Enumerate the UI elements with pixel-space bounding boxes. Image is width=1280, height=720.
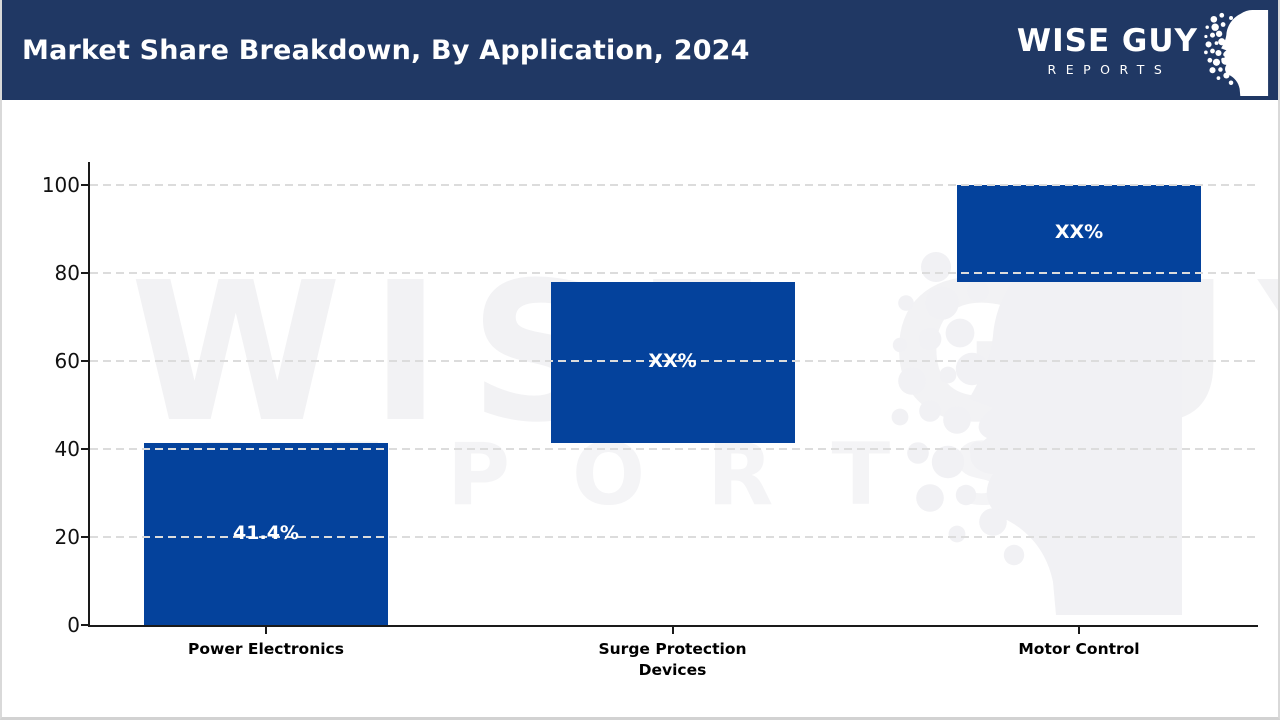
y-tick-label: 60	[54, 349, 80, 373]
bar-segment	[144, 442, 388, 625]
y-axis-tick	[81, 360, 88, 362]
brand-logo-text: WISE GUY REPORTS	[1016, 23, 1198, 78]
x-category-label: Motor Control	[1018, 640, 1140, 658]
gridline	[90, 272, 1258, 274]
bar-value-label: 41.4%	[233, 521, 299, 544]
x-axis-tick	[265, 627, 267, 634]
gridline	[90, 360, 1258, 362]
app-header: Market Share Breakdown, By Application, …	[2, 0, 1278, 100]
bar-segment	[957, 185, 1201, 282]
page-title: Market Share Breakdown, By Application, …	[22, 34, 750, 66]
wiseguy-face-icon	[1204, 10, 1269, 96]
gridline	[90, 184, 1258, 186]
y-axis-tick	[81, 272, 88, 274]
y-axis-line	[88, 162, 90, 627]
y-tick-label: 100	[41, 173, 80, 197]
y-tick-label: 80	[54, 261, 80, 285]
bar-value-label: XX%	[1054, 221, 1104, 244]
bar-segment	[550, 281, 795, 443]
x-axis-tick	[671, 627, 674, 634]
brand-name: WISE GUY	[1016, 23, 1198, 59]
gridline	[90, 448, 1258, 450]
y-axis-tick	[81, 184, 88, 186]
y-axis-tick	[81, 448, 88, 450]
bar-value-label: XX%	[648, 350, 697, 373]
x-category-label: Surge Protection Devices	[598, 640, 747, 679]
x-category-label: Power Electronics	[188, 640, 344, 658]
y-tick-label: 40	[54, 437, 80, 461]
x-axis-line	[88, 625, 1258, 627]
y-axis-tick	[81, 536, 88, 538]
x-axis-tick	[1078, 627, 1080, 634]
y-axis-tick	[81, 624, 88, 626]
y-tick-label: 0	[67, 613, 80, 637]
gridline	[90, 536, 1258, 538]
y-tick-label: 20	[54, 525, 80, 549]
brand-logo: WISE GUY REPORTS	[1017, 4, 1276, 96]
brand-subname: REPORTS	[1047, 62, 1172, 77]
